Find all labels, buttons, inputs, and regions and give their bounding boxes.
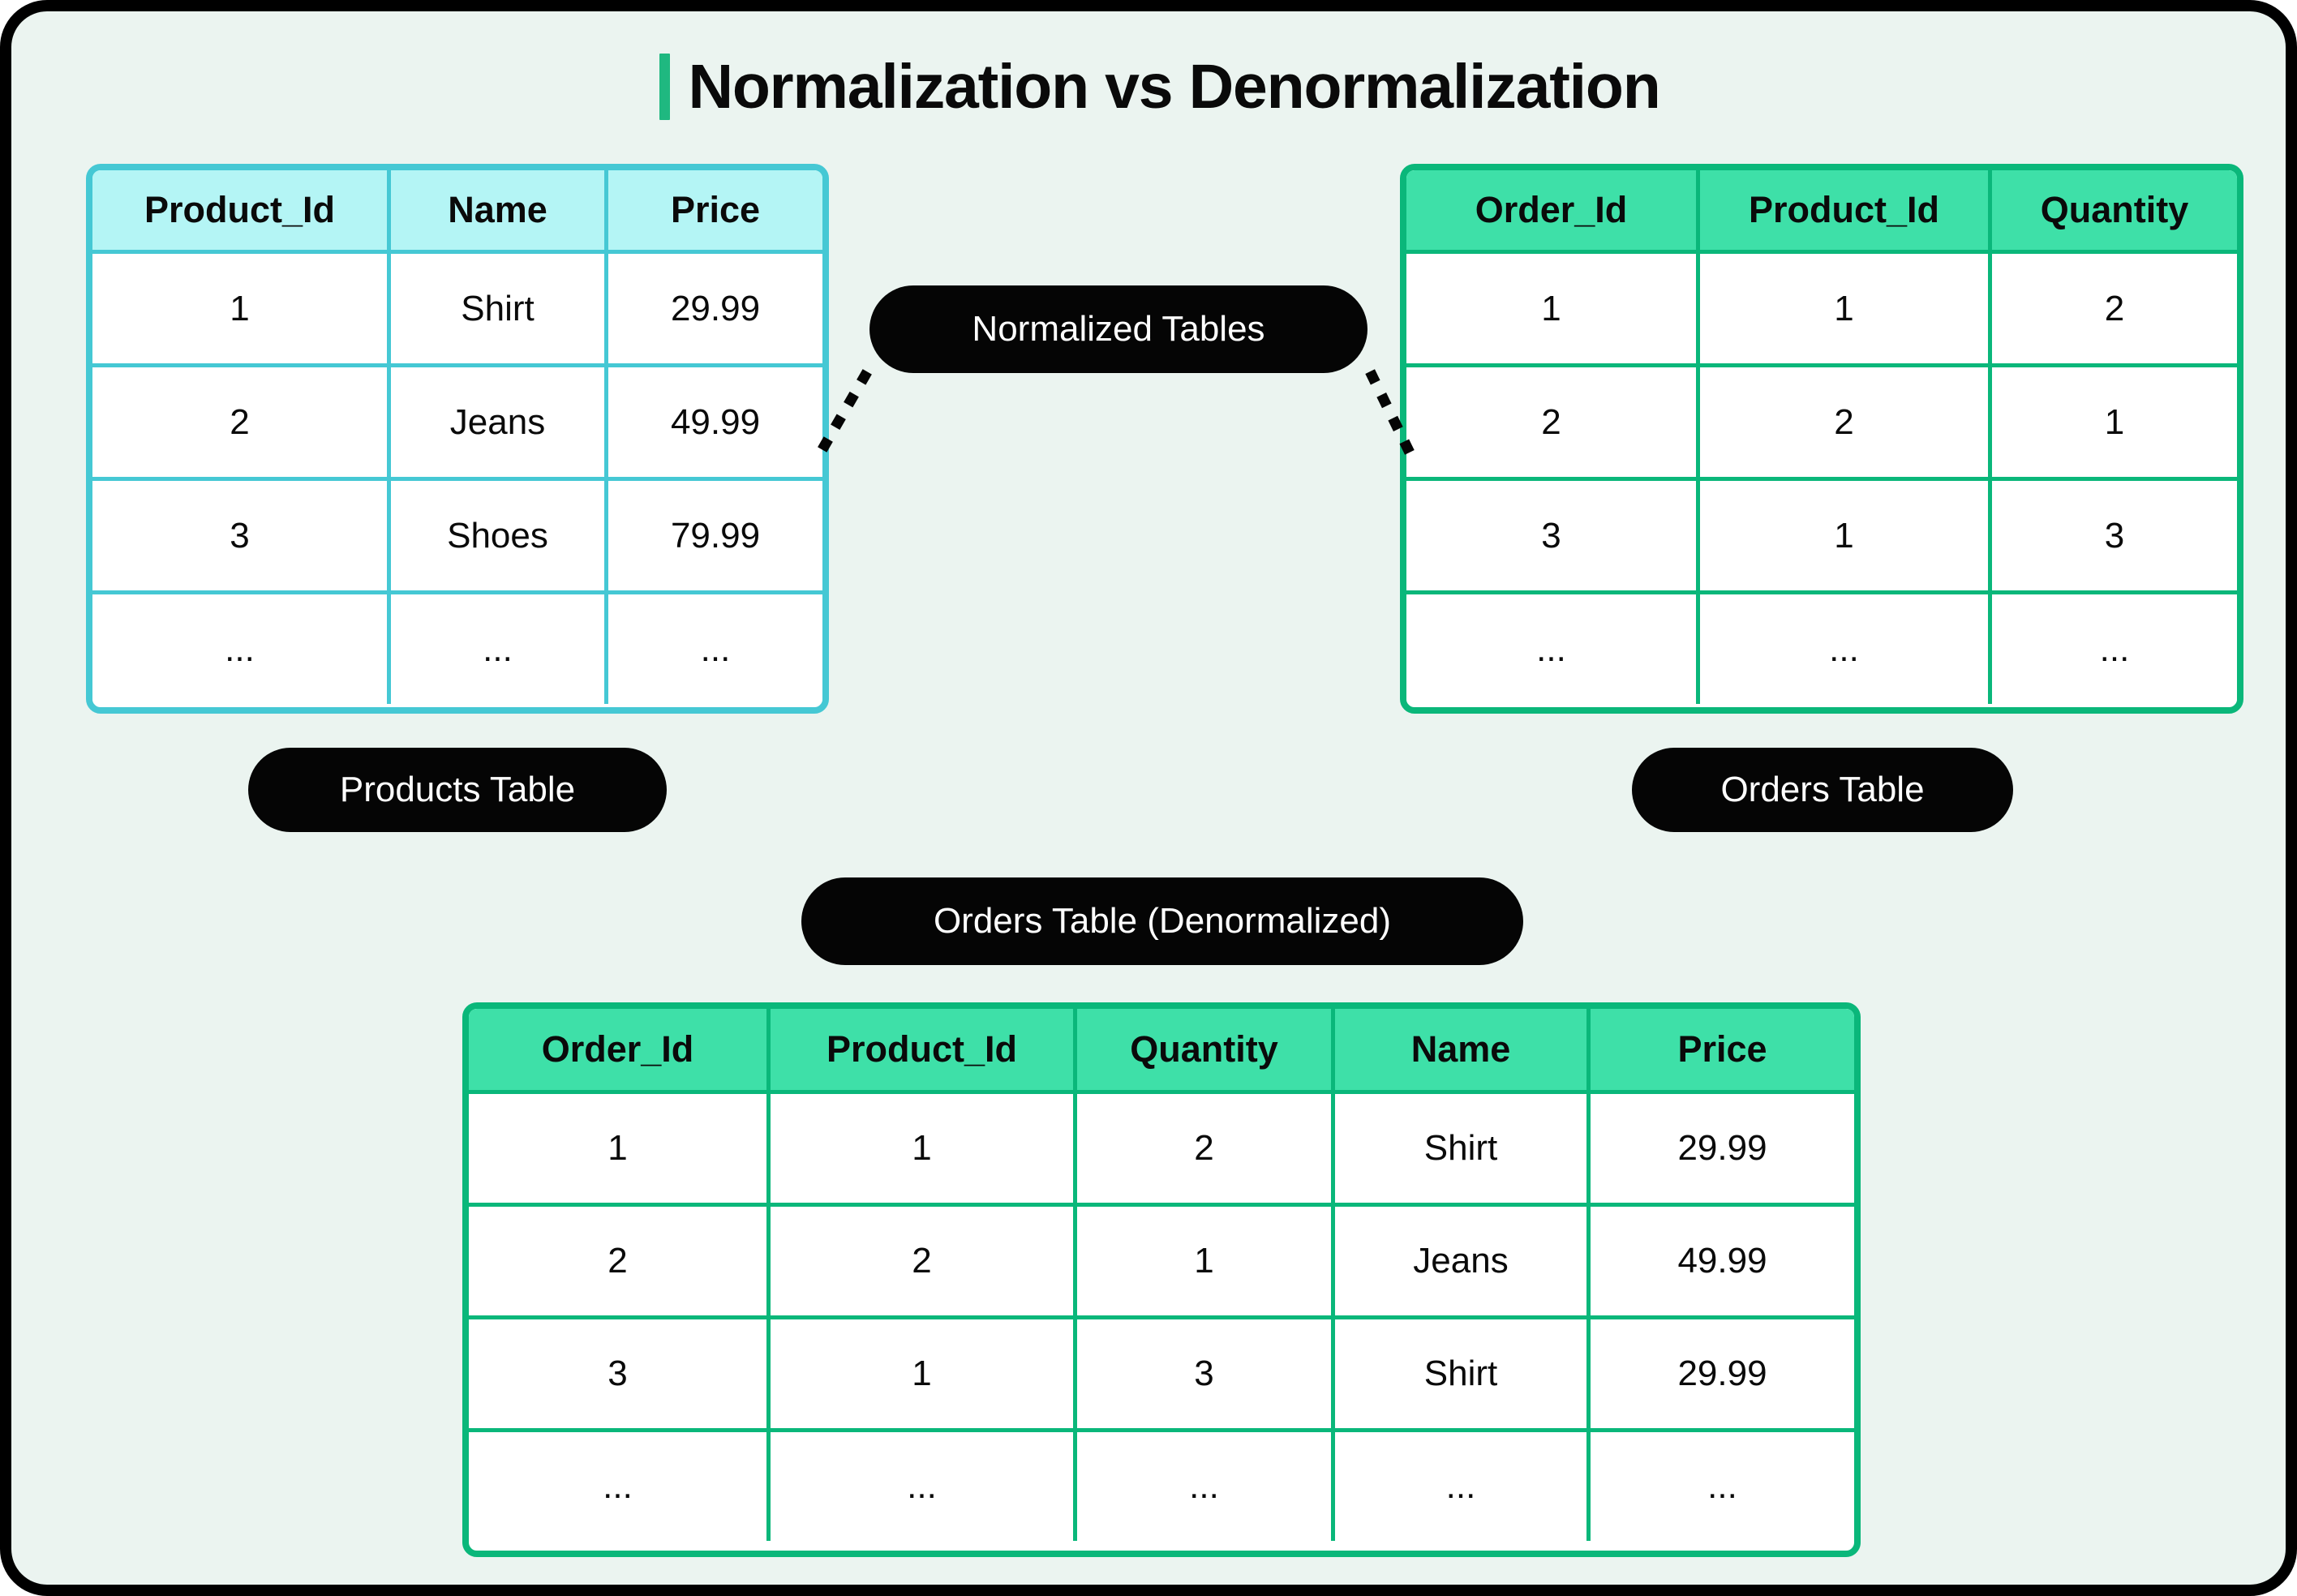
denorm-cell: 3: [469, 1319, 771, 1428]
denorm-cell: Shirt: [1335, 1094, 1591, 1203]
table-row: 3 1 3 Shirt 29.99: [469, 1315, 1854, 1428]
products-cell: ...: [608, 594, 822, 704]
table-row: ...............: [469, 1428, 1854, 1541]
denorm-cell: 1: [469, 1094, 771, 1203]
table-row: .........: [1406, 590, 2237, 704]
denorm-header-row: Order_Id Product_Id Quantity Name Price: [469, 1009, 1854, 1090]
denorm-column-header: Product_Id: [771, 1009, 1077, 1090]
table-row: .........: [92, 590, 822, 704]
products-cell: 49.99: [608, 367, 822, 477]
denorm-column-header: Price: [1591, 1009, 1854, 1090]
page-title: Normalization vs Denormalization: [688, 51, 1660, 122]
orders-header-row: Order_Id Product_Id Quantity: [1406, 170, 2237, 250]
denorm-cell: ...: [771, 1432, 1077, 1541]
denorm-cell: ...: [469, 1432, 771, 1541]
products-cell: 2: [92, 367, 391, 477]
orders-denormalized-table: Order_Id Product_Id Quantity Name Price 1 1 2 Sh…: [462, 1002, 1861, 1557]
denorm-cell: Shirt: [1335, 1319, 1591, 1428]
table-row: 2 2 1 Jeans 49.99: [469, 1203, 1854, 1315]
denorm-cell: ...: [1077, 1432, 1335, 1541]
products-table: Product_Id Name Price 1 Shirt 29.99 2 Jeans 49.9…: [86, 164, 829, 714]
table-row: 1 1 2 Shirt 29.99: [469, 1090, 1854, 1203]
table-row: 3 Shoes 79.99: [92, 477, 822, 590]
orders-cell: 2: [1406, 367, 1700, 477]
products-column-header: Name: [391, 170, 608, 250]
denorm-cell: Jeans: [1335, 1207, 1591, 1315]
denorm-cell: ...: [1591, 1432, 1854, 1541]
orders-column-header: Product_Id: [1700, 170, 1992, 250]
title-row: Normalization vs Denormalization: [11, 42, 2286, 131]
orders-cell: ...: [1406, 594, 1700, 704]
products-cell: 3: [92, 481, 391, 590]
products-cell: ...: [92, 594, 391, 704]
denorm-cell: 2: [1077, 1094, 1335, 1203]
orders-column-header: Quantity: [1992, 170, 2237, 250]
orders-cell: 2: [1700, 367, 1992, 477]
denorm-cell: 49.99: [1591, 1207, 1854, 1315]
orders-cell: 3: [1992, 481, 2237, 590]
orders-table: Order_Id Product_Id Quantity 1 1 2 2 2 1 3 1 3.....…: [1400, 164, 2243, 714]
denorm-cell: 29.99: [1591, 1094, 1854, 1203]
products-cell: ...: [391, 594, 608, 704]
products-cell: Shirt: [391, 254, 608, 363]
products-header-row: Product_Id Name Price: [92, 170, 822, 250]
orders-cell: 2: [1992, 254, 2237, 363]
denorm-cell: ...: [1335, 1432, 1591, 1541]
products-column-header: Product_Id: [92, 170, 391, 250]
orders-cell: 1: [1406, 254, 1700, 363]
orders-cell: 3: [1406, 481, 1700, 590]
title-accent-bar: [659, 54, 671, 120]
denorm-column-header: Name: [1335, 1009, 1591, 1090]
denorm-column-header: Order_Id: [469, 1009, 771, 1090]
products-cell: 1: [92, 254, 391, 363]
products-cell: 29.99: [608, 254, 822, 363]
products-column-header: Price: [608, 170, 822, 250]
badge-normalized-tables: Normalized Tables: [869, 285, 1367, 373]
badge-orders-table: Orders Table: [1632, 748, 2013, 832]
denorm-cell: 3: [1077, 1319, 1335, 1428]
table-row: 2 Jeans 49.99: [92, 363, 822, 477]
orders-cell: 1: [1700, 254, 1992, 363]
denorm-cell: 2: [469, 1207, 771, 1315]
orders-cell: ...: [1700, 594, 1992, 704]
orders-cell: ...: [1992, 594, 2237, 704]
badge-orders-table-denormalized: Orders Table (Denormalized): [801, 877, 1523, 965]
orders-cell: 1: [1700, 481, 1992, 590]
denorm-cell: 1: [771, 1094, 1077, 1203]
products-cell: 79.99: [608, 481, 822, 590]
orders-column-header: Order_Id: [1406, 170, 1700, 250]
denorm-column-header: Quantity: [1077, 1009, 1335, 1090]
badge-products-table: Products Table: [248, 748, 667, 832]
denorm-cell: 1: [771, 1319, 1077, 1428]
products-cell: Jeans: [391, 367, 608, 477]
denorm-cell: 29.99: [1591, 1319, 1854, 1428]
denorm-cell: 2: [771, 1207, 1077, 1315]
denorm-cell: 1: [1077, 1207, 1335, 1315]
products-cell: Shoes: [391, 481, 608, 590]
orders-cell: 1: [1992, 367, 2237, 477]
table-row: 1 Shirt 29.99: [92, 250, 822, 363]
